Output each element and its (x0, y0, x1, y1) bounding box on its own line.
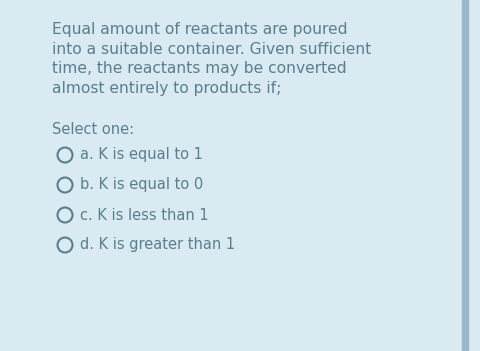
Text: b. K is equal to 0: b. K is equal to 0 (81, 178, 204, 192)
Text: time, the reactants may be converted: time, the reactants may be converted (52, 61, 347, 76)
Text: a. K is equal to 1: a. K is equal to 1 (81, 147, 204, 163)
Text: Select one:: Select one: (52, 122, 134, 137)
Text: Equal amount of reactants are poured: Equal amount of reactants are poured (52, 22, 348, 37)
Text: into a suitable container. Given sufficient: into a suitable container. Given suffici… (52, 41, 371, 57)
Text: d. K is greater than 1: d. K is greater than 1 (81, 238, 236, 252)
Bar (462, 0, 468, 351)
Text: c. K is less than 1: c. K is less than 1 (81, 207, 209, 223)
Text: almost entirely to products if;: almost entirely to products if; (52, 80, 281, 95)
